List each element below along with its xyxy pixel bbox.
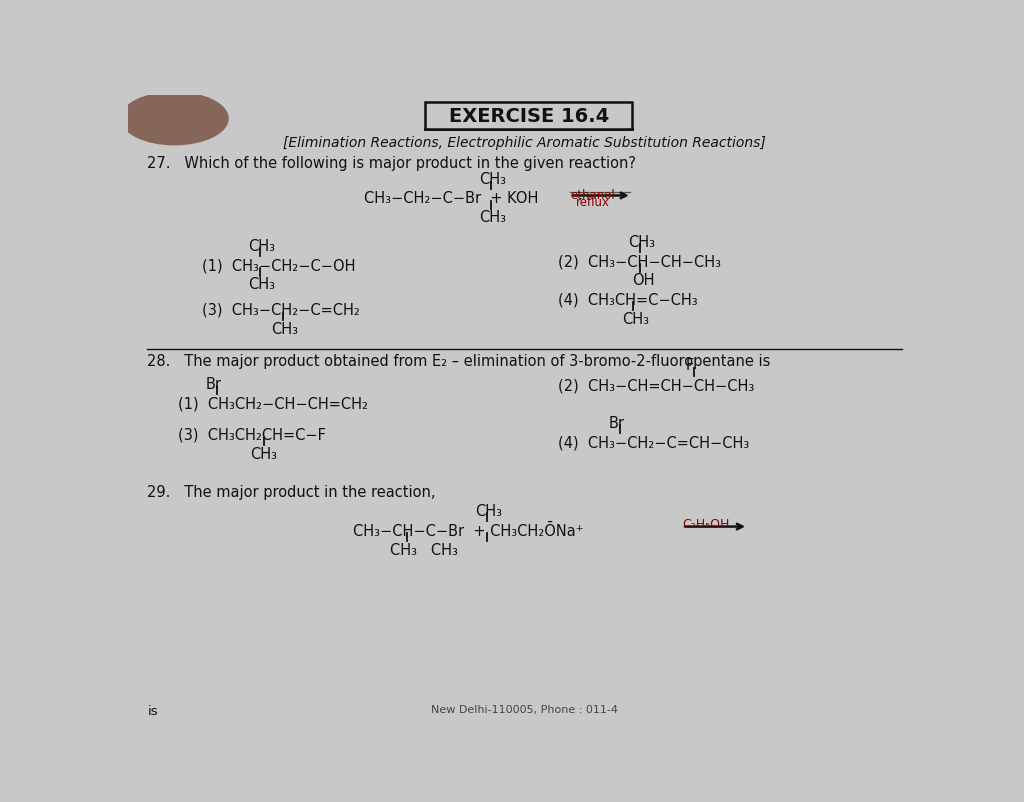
Text: F: F [686, 358, 694, 373]
Text: EXERCISE 16.4: EXERCISE 16.4 [449, 107, 609, 126]
Text: (2)  CH₃−CH−CH−CH₃: (2) CH₃−CH−CH−CH₃ [558, 254, 721, 269]
Text: CH₃: CH₃ [475, 504, 502, 519]
Text: reflux: reflux [575, 196, 610, 209]
Text: 28.   The major product obtained from E₂ – elimination of 3-bromo-2-fluoropentan: 28. The major product obtained from E₂ –… [147, 353, 771, 368]
Text: (1)  CH₃CH₂−CH−CH=CH₂: (1) CH₃CH₂−CH−CH=CH₂ [178, 396, 369, 411]
Text: Br: Br [608, 415, 625, 431]
Text: is: is [147, 704, 158, 717]
Text: CH₃−CH₂−C−Br  + KOH: CH₃−CH₂−C−Br + KOH [365, 191, 539, 206]
Text: (3)  CH₃CH₂CH=C−F: (3) CH₃CH₂CH=C−F [178, 427, 327, 442]
Text: CH₃: CH₃ [271, 322, 298, 337]
Text: CH₃: CH₃ [622, 311, 648, 326]
Text: CH₃: CH₃ [248, 238, 275, 253]
Text: CH₃   CH₃: CH₃ CH₃ [390, 542, 458, 557]
Text: New Delhi-110005, Phone : 011-4: New Delhi-110005, Phone : 011-4 [431, 704, 618, 714]
Text: Br: Br [206, 377, 221, 392]
Text: 27.   Which of the following is major product in the given reaction?: 27. Which of the following is major prod… [147, 156, 636, 171]
Text: OH: OH [632, 273, 654, 288]
Text: CH₃: CH₃ [479, 210, 506, 225]
Text: C₂H₅OH: C₂H₅OH [682, 517, 729, 531]
Text: CH₃: CH₃ [251, 446, 278, 461]
Text: (1)  CH₃−CH₂−C−OH: (1) CH₃−CH₂−C−OH [202, 257, 355, 273]
Ellipse shape [120, 92, 228, 146]
Text: (2)  CH₃−CH=CH−CH−CH₃: (2) CH₃−CH=CH−CH−CH₃ [558, 379, 755, 394]
Text: (4)  CH₃−CH₂−C=CH−CH₃: (4) CH₃−CH₂−C=CH−CH₃ [558, 435, 750, 450]
Text: CH₃: CH₃ [248, 277, 275, 292]
Text: ethanol: ethanol [570, 188, 615, 201]
Text: CH₃−CH−C−Br  + CH₃CH₂ŌNa⁺: CH₃−CH−C−Br + CH₃CH₂ŌNa⁺ [352, 523, 584, 538]
Text: [Elimination Reactions, Electrophilic Aromatic Substitution Reactions]: [Elimination Reactions, Electrophilic Ar… [284, 136, 766, 150]
Text: CH₃: CH₃ [628, 235, 655, 249]
Text: (3)  CH₃−CH₂−C=CH₂: (3) CH₃−CH₂−C=CH₂ [202, 302, 359, 318]
FancyBboxPatch shape [425, 103, 632, 130]
Text: 29.   The major product in the reaction,: 29. The major product in the reaction, [147, 484, 436, 500]
Text: CH₃: CH₃ [479, 172, 506, 187]
Text: (4)  CH₃CH=C−CH₃: (4) CH₃CH=C−CH₃ [558, 293, 697, 307]
